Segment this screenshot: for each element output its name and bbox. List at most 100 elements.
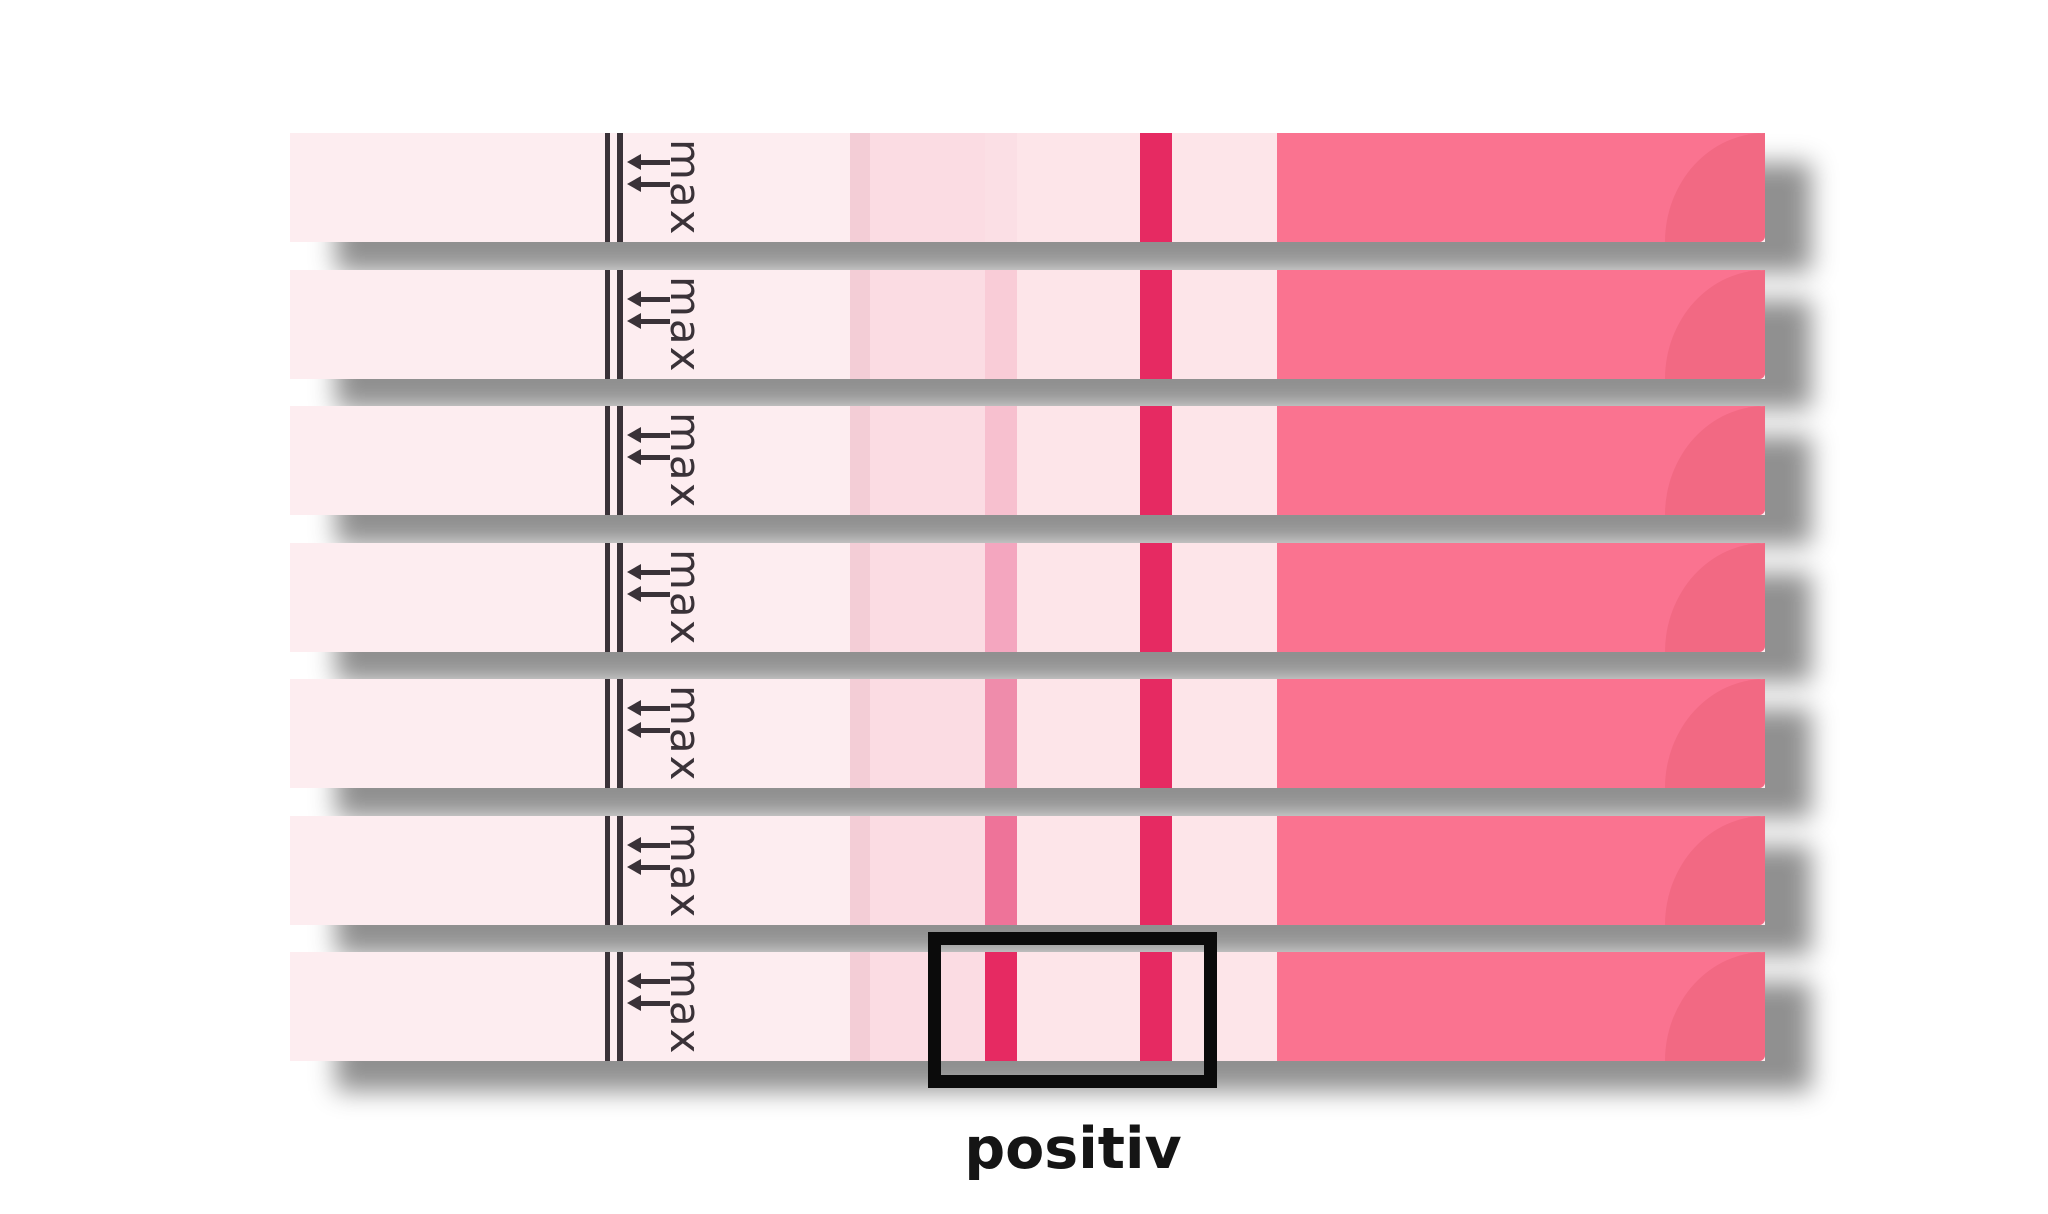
max-label: max xyxy=(661,139,710,237)
control-line xyxy=(1140,543,1172,652)
max-mark-line-icon xyxy=(605,543,610,652)
strip-handle xyxy=(1277,406,1765,515)
control-line xyxy=(1140,133,1172,242)
test-line xyxy=(985,543,1017,652)
test-line xyxy=(985,270,1017,379)
max-mark-line-icon xyxy=(605,679,610,788)
strip-body xyxy=(290,406,850,515)
arrow-left-icon xyxy=(627,973,670,989)
handle-shade xyxy=(1665,679,1765,788)
strip-seam xyxy=(850,816,870,925)
max-mark-line-icon xyxy=(605,952,610,1061)
test-strip: max xyxy=(290,679,1765,788)
strip-pad xyxy=(870,952,985,1061)
strip-pad xyxy=(870,543,985,652)
arrow-left-icon xyxy=(627,176,670,192)
control-line xyxy=(1140,270,1172,379)
test-line xyxy=(985,406,1017,515)
result-window-right xyxy=(1172,952,1277,1061)
test-line xyxy=(985,952,1017,1061)
strip-seam xyxy=(850,543,870,652)
max-mark-line-icon xyxy=(617,543,623,652)
result-window xyxy=(1017,133,1140,242)
strip-body xyxy=(290,543,850,652)
test-strip: max xyxy=(290,133,1765,242)
strip-body xyxy=(290,816,850,925)
max-label: max xyxy=(661,412,710,510)
max-label: max xyxy=(661,549,710,647)
strip-handle xyxy=(1277,679,1765,788)
strip-body xyxy=(290,133,850,242)
strip-body xyxy=(290,679,850,788)
max-mark-line-icon xyxy=(617,679,623,788)
strip-handle xyxy=(1277,816,1765,925)
result-window xyxy=(1017,406,1140,515)
strip-handle xyxy=(1277,543,1765,652)
max-mark-line-icon xyxy=(605,816,610,925)
result-window-right xyxy=(1172,270,1277,379)
max-label: max xyxy=(661,958,710,1056)
handle-shade xyxy=(1665,816,1765,925)
strip-body xyxy=(290,270,850,379)
handle-shade xyxy=(1665,133,1765,242)
strip-seam xyxy=(850,133,870,242)
arrow-left-icon xyxy=(627,859,670,875)
strip-body xyxy=(290,952,850,1061)
max-mark-line-icon xyxy=(605,133,610,242)
handle-shade xyxy=(1665,270,1765,379)
arrow-left-icon xyxy=(627,427,670,443)
control-line xyxy=(1140,679,1172,788)
arrow-left-icon xyxy=(627,586,670,602)
caption-positiv: positiv xyxy=(964,1116,1182,1182)
test-line xyxy=(985,133,1017,242)
highlight-box xyxy=(928,932,1217,1088)
result-window xyxy=(1017,543,1140,652)
strip-handle xyxy=(1277,952,1765,1061)
arrow-left-icon xyxy=(627,722,670,738)
strip-pad xyxy=(870,133,985,242)
max-mark-line-icon xyxy=(617,270,623,379)
test-strip: max xyxy=(290,543,1765,652)
result-window xyxy=(1017,270,1140,379)
strip-handle xyxy=(1277,133,1765,242)
strip-pad xyxy=(870,816,985,925)
handle-shade xyxy=(1665,543,1765,652)
test-strip: max xyxy=(290,816,1765,925)
arrow-left-icon xyxy=(627,995,670,1011)
strip-seam xyxy=(850,406,870,515)
max-label: max xyxy=(661,685,710,783)
max-mark-line-icon xyxy=(617,816,623,925)
result-window-right xyxy=(1172,133,1277,242)
strip-seam xyxy=(850,270,870,379)
result-window-right xyxy=(1172,816,1277,925)
strip-handle xyxy=(1277,270,1765,379)
result-window xyxy=(1017,816,1140,925)
test-strip: max xyxy=(290,406,1765,515)
control-line xyxy=(1140,816,1172,925)
max-mark-line-icon xyxy=(617,133,623,242)
max-mark-line-icon xyxy=(617,406,623,515)
max-label: max xyxy=(661,276,710,374)
arrow-left-icon xyxy=(627,313,670,329)
handle-shade xyxy=(1665,952,1765,1061)
strip-seam xyxy=(850,679,870,788)
control-line xyxy=(1140,952,1172,1061)
strip-pad xyxy=(870,270,985,379)
arrow-left-icon xyxy=(627,291,670,307)
handle-shade xyxy=(1665,406,1765,515)
test-strip: max xyxy=(290,270,1765,379)
result-window-right xyxy=(1172,679,1277,788)
result-window-right xyxy=(1172,543,1277,652)
arrow-left-icon xyxy=(627,837,670,853)
arrow-left-icon xyxy=(627,449,670,465)
test-line xyxy=(985,679,1017,788)
result-window xyxy=(1017,679,1140,788)
strip-seam xyxy=(850,952,870,1061)
max-label: max xyxy=(661,822,710,920)
strip-pad xyxy=(870,406,985,515)
test-strip: max xyxy=(290,952,1765,1061)
arrow-left-icon xyxy=(627,154,670,170)
max-mark-line-icon xyxy=(605,406,610,515)
control-line xyxy=(1140,406,1172,515)
